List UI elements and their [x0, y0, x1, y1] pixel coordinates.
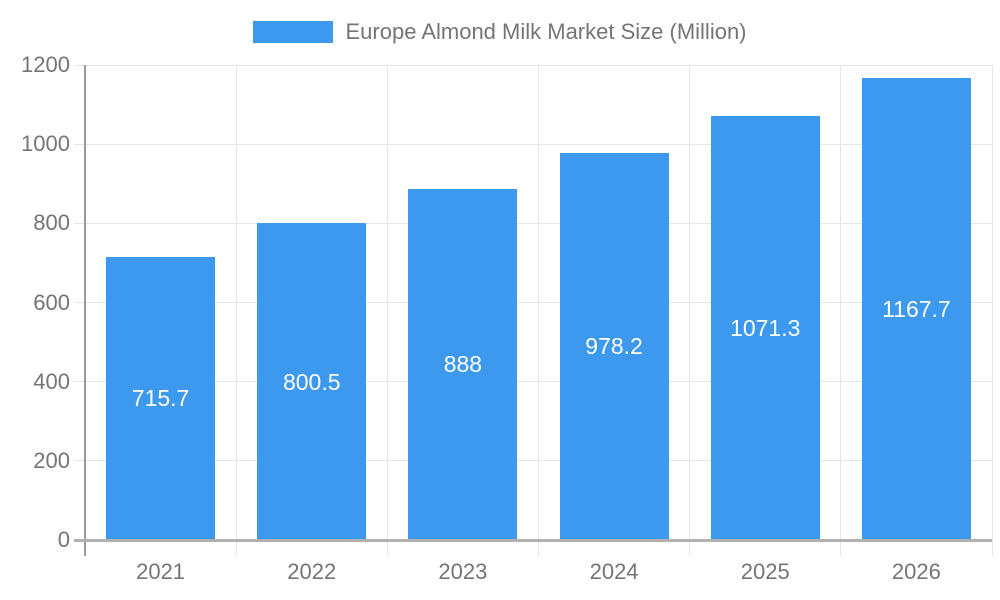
gridline-h-800: [74, 222, 992, 224]
gridline-v-4: [689, 65, 691, 556]
y-axis-line: [84, 65, 86, 556]
chart-legend: Europe Almond Milk Market Size (Million): [0, 19, 1000, 44]
y-tick-label-600: 600: [33, 289, 70, 315]
bar-value-label-2022: 800.5: [282, 368, 341, 395]
y-tick-label-800: 800: [33, 210, 70, 236]
bar-value-label-2023: 888: [443, 351, 483, 378]
bar-2023[interactable]: [408, 188, 518, 540]
bar-2022[interactable]: [257, 223, 367, 540]
y-tick-label-1000: 1000: [21, 131, 70, 157]
x-tick-label-2026: 2026: [891, 559, 941, 584]
y-tick-label-400: 400: [33, 368, 70, 394]
x-tick-label-2024: 2024: [589, 559, 639, 584]
gridline-v-1: [235, 65, 237, 556]
y-tick-label-0: 0: [57, 527, 70, 552]
bar-value-label-2026: 1167.7: [882, 295, 951, 322]
x-tick-label-2023: 2023: [438, 559, 488, 584]
gridline-h-400: [74, 381, 992, 383]
bar-2024[interactable]: [559, 152, 669, 540]
x-tick-label-2025: 2025: [740, 559, 790, 584]
legend-swatch: [253, 21, 334, 43]
bar-2021[interactable]: [106, 256, 216, 540]
y-tick-label-200: 200: [33, 447, 70, 473]
bar-value-label-2025: 1071.3: [730, 314, 801, 341]
legend-label: Europe Almond Milk Market Size (Million): [345, 19, 747, 44]
bar-2026[interactable]: [861, 77, 971, 540]
gridline-h-600: [74, 302, 992, 303]
gridline-v-5: [840, 65, 842, 556]
x-axis-line: [74, 539, 992, 542]
bar-2025[interactable]: [710, 115, 820, 540]
gridline-h-200: [74, 460, 992, 462]
y-tick-label-1200: 1200: [21, 52, 70, 77]
x-tick-label-2021: 2021: [136, 559, 186, 584]
gridline-v-3: [538, 65, 539, 556]
gridline-v-2: [386, 65, 388, 556]
gridline-h-1200: [74, 64, 992, 66]
bar-value-label-2024: 978.2: [585, 333, 643, 360]
x-tick-label-2022: 2022: [287, 559, 337, 584]
gridline-v-6: [991, 65, 993, 556]
gridline-h-1000: [74, 143, 992, 145]
bar-value-label-2021: 715.7: [131, 385, 190, 412]
